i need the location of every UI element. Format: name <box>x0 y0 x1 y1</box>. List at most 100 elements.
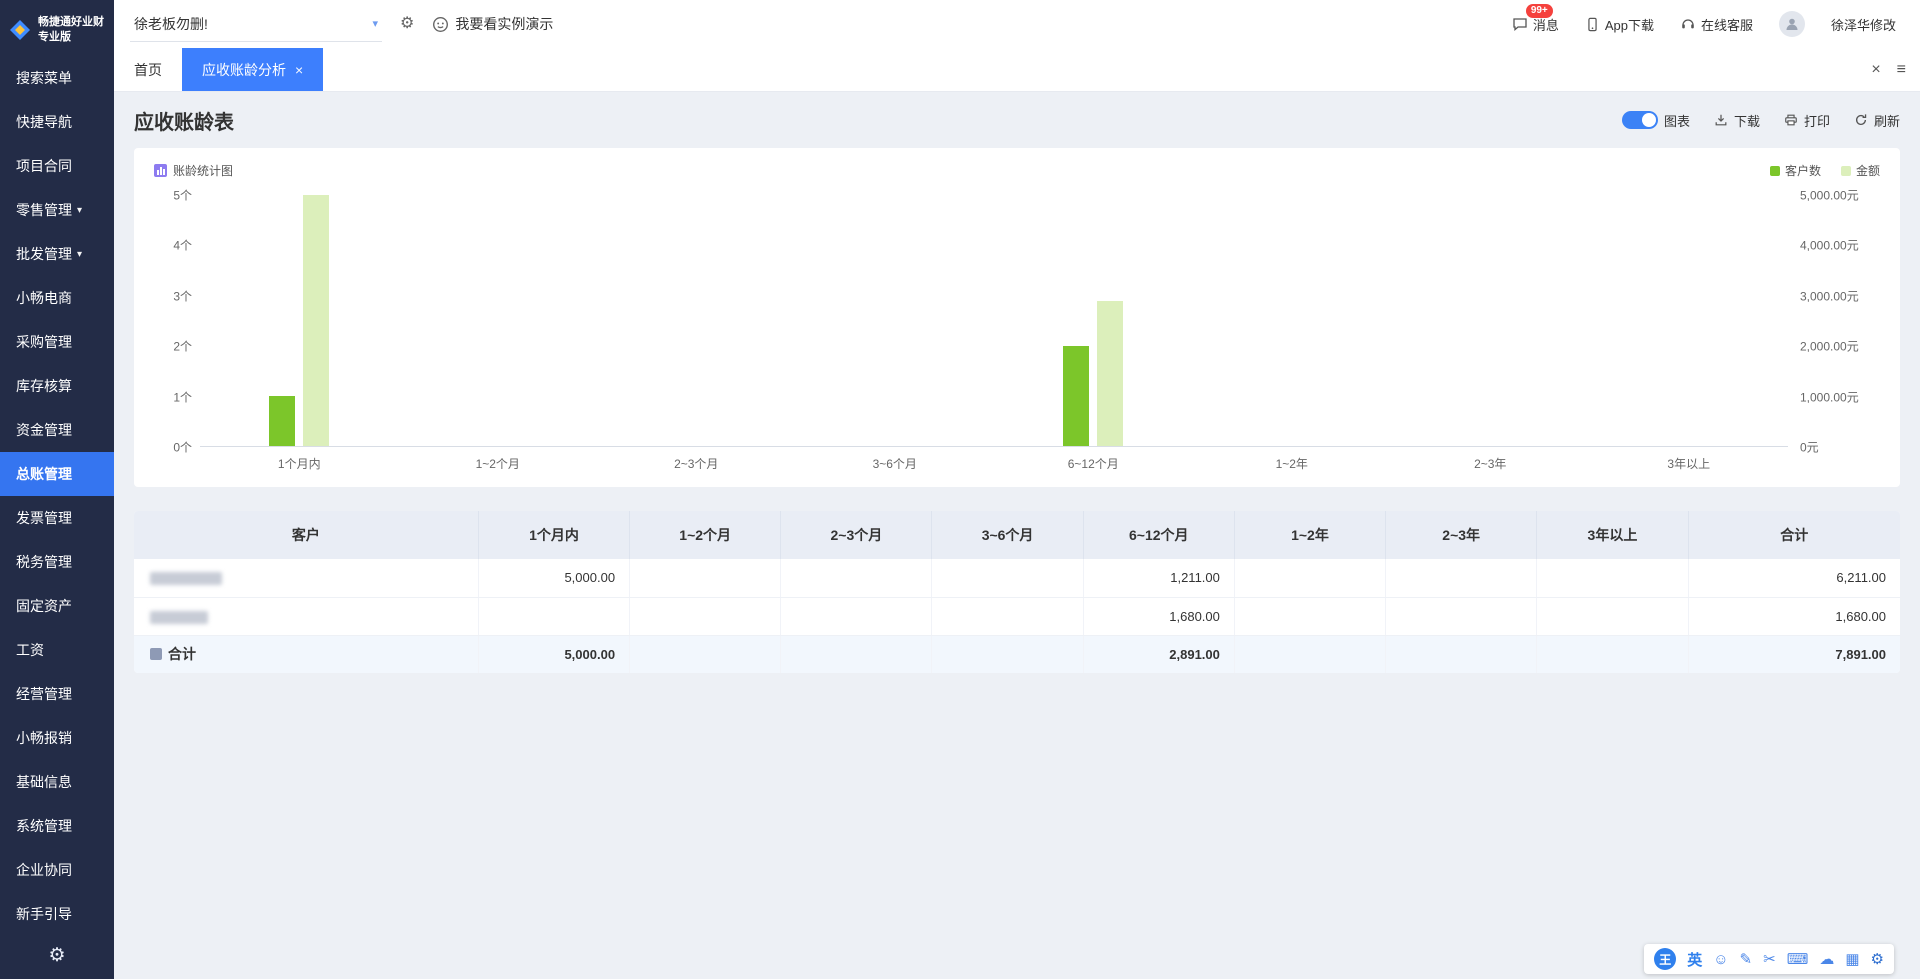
download-button[interactable]: 下载 <box>1714 111 1760 130</box>
sidebar-item[interactable]: 库存核算 <box>0 364 114 408</box>
message-bubble-icon <box>1513 18 1527 32</box>
sidebar-item[interactable]: 资金管理 <box>0 408 114 452</box>
sidebar-settings-gear-icon[interactable]: ⚙ <box>48 945 66 966</box>
sidebar-item[interactable]: 批发管理 ▾ <box>0 232 114 276</box>
avatar[interactable] <box>1778 11 1805 37</box>
sidebar-item[interactable]: 小畅报销 <box>0 716 114 760</box>
column-header: 3年以上 <box>1536 511 1689 559</box>
total-amount-cell: 5,000.00 <box>478 635 631 673</box>
close-all-tabs-icon[interactable]: × <box>1871 60 1881 78</box>
app-logo-icon <box>10 20 30 40</box>
chart-left-axis: 0个 1个 2个 3个 4个 5个 <box>154 189 200 455</box>
pen-icon[interactable]: ✎ <box>1739 950 1753 968</box>
topbar-right: 消息 99+ App下载 在线客服 <box>1512 3 1896 37</box>
sidebar-item-label: 工资 <box>16 642 44 658</box>
amount-cell <box>1536 559 1689 598</box>
sidebar-item[interactable]: 项目合同 <box>0 144 114 188</box>
amount-cell: 5,000.00 <box>478 559 631 598</box>
tabbar: 首页 应收账龄分析 × × ≡ <box>114 48 1920 92</box>
ime-language-mode[interactable]: 英 <box>1687 951 1703 969</box>
table-row[interactable]: 5,000.00 1,211.00 6,211.00 <box>134 559 1900 598</box>
amount-cell <box>1536 597 1689 636</box>
sidebar-item[interactable]: 搜索菜单 <box>0 56 114 100</box>
demo-icon <box>433 16 449 32</box>
amount-cell <box>629 597 782 636</box>
keyboard-icon[interactable]: ⌨ <box>1786 950 1809 968</box>
x-axis-label: 1~2个月 <box>475 456 520 471</box>
gear-icon[interactable]: ⚙ <box>1870 950 1884 968</box>
sidebar-item[interactable]: 经营管理 <box>0 672 114 716</box>
username[interactable]: 徐泽华修改 <box>1830 17 1896 33</box>
sidebar-item[interactable]: 基础信息 <box>0 760 114 804</box>
sidebar-item[interactable]: 总账管理 <box>0 452 114 496</box>
x-axis-label: 2~3个月 <box>674 456 719 471</box>
tab-aging-analysis[interactable]: 应收账龄分析 × <box>182 48 324 91</box>
legend-item-amount[interactable]: 金额 <box>1840 162 1880 179</box>
sidebar-item[interactable]: 系统管理 <box>0 804 114 848</box>
x-axis-label: 2~3年 <box>1474 456 1507 471</box>
sidebar-item[interactable]: 企业协同 <box>0 848 114 892</box>
customer-cell <box>134 559 479 598</box>
aging-table: 客户 1个月内 1~2个月 2~3个月 3~6个月 6~12个月 1~2年 2~3年 3年以上合… <box>134 511 1900 673</box>
sidebar-item[interactable]: 新手引导 <box>0 892 114 936</box>
axis-tick-label: 5,000.00元 <box>1800 188 1859 203</box>
x-axis-label: 3年以上 <box>1667 456 1711 471</box>
print-button[interactable]: 打印 <box>1784 111 1830 130</box>
sidebar-item[interactable]: 固定资产 <box>0 584 114 628</box>
tab-home[interactable]: 首页 <box>114 48 182 91</box>
refresh-label: 刷新 <box>1873 113 1900 129</box>
amount-cell <box>780 559 933 598</box>
scissors-icon[interactable]: ✂ <box>1763 950 1776 968</box>
phone-icon <box>1588 17 1597 31</box>
chart-toggle-control[interactable]: 图表 <box>1621 111 1690 130</box>
messages-button[interactable]: 消息 99+ <box>1512 3 1559 34</box>
axis-tick-label: 2,000.00元 <box>1800 339 1859 354</box>
messages-label: 消息 <box>1532 17 1559 33</box>
smiley-icon[interactable]: ☺ <box>1713 950 1729 968</box>
sidebar-item-label: 总账管理 <box>16 466 72 482</box>
sidebar-item[interactable]: 采购管理 <box>0 320 114 364</box>
ime-logo-badge[interactable]: 王 <box>1654 948 1677 970</box>
sidebar-item[interactable]: 税务管理 <box>0 540 114 584</box>
sidebar-item-label: 库存核算 <box>16 378 72 394</box>
refresh-icon <box>1855 114 1867 125</box>
total-amount-cell <box>931 635 1084 673</box>
sidebar-item-label: 小畅电商 <box>16 290 72 306</box>
chart-category-slot <box>1590 195 1789 446</box>
user-icon <box>1786 18 1798 30</box>
sidebar-item[interactable]: 快捷导航 <box>0 100 114 144</box>
bar-customer-count <box>1063 345 1090 446</box>
legend-item-customer-count[interactable]: 客户数 <box>1769 162 1821 179</box>
sidebar-item[interactable]: 发票管理 <box>0 496 114 540</box>
sidebar-item[interactable]: 零售管理 ▾ <box>0 188 114 232</box>
sidebar-item-label: 采购管理 <box>16 334 72 350</box>
demo-link[interactable]: 我要看实例演示 <box>432 14 553 34</box>
total-amount-cell: 2,891.00 <box>1083 635 1235 673</box>
legend-count-label: 客户数 <box>1784 164 1821 178</box>
redacted-customer-name <box>150 572 222 586</box>
page-title: 应收账龄表 <box>134 111 234 134</box>
amount-cell <box>1234 559 1387 598</box>
sidebar-item-label: 发票管理 <box>16 510 72 526</box>
app-download-button[interactable]: App下载 <box>1585 15 1654 34</box>
company-select[interactable]: 徐老板勿删! ▾ <box>130 7 382 42</box>
cloud-icon[interactable]: ☁ <box>1819 950 1835 968</box>
online-service-button[interactable]: 在线客服 <box>1680 15 1753 34</box>
axis-tick-label: 0元 <box>1800 440 1819 455</box>
chart-toggle-switch[interactable] <box>1621 111 1658 129</box>
table-row[interactable]: 1,680.00 1,680.00 <box>134 597 1900 636</box>
chart-title: 账龄统计图 <box>173 164 234 178</box>
tab-home-label: 首页 <box>134 61 162 78</box>
tab-list-menu-icon[interactable]: ≡ <box>1896 60 1906 78</box>
column-header: 1个月内 <box>478 511 631 559</box>
sidebar-item[interactable]: 小畅电商 <box>0 276 114 320</box>
refresh-button[interactable]: 刷新 <box>1854 111 1900 130</box>
workspace-settings-gear-icon[interactable]: ⚙ <box>400 15 415 32</box>
x-axis-label: 3~6个月 <box>872 456 917 471</box>
sidebar-item[interactable]: 工资 <box>0 628 114 672</box>
grid-icon[interactable]: ▦ <box>1845 950 1860 968</box>
table-body: 5,000.00 1,211.00 6,211.00 1,680.00 1,680.00… <box>134 559 1900 673</box>
sidebar-item-label: 系统管理 <box>16 818 72 834</box>
tab-close-icon[interactable]: × <box>295 61 304 78</box>
brand-line2: 专业版 <box>38 31 71 43</box>
